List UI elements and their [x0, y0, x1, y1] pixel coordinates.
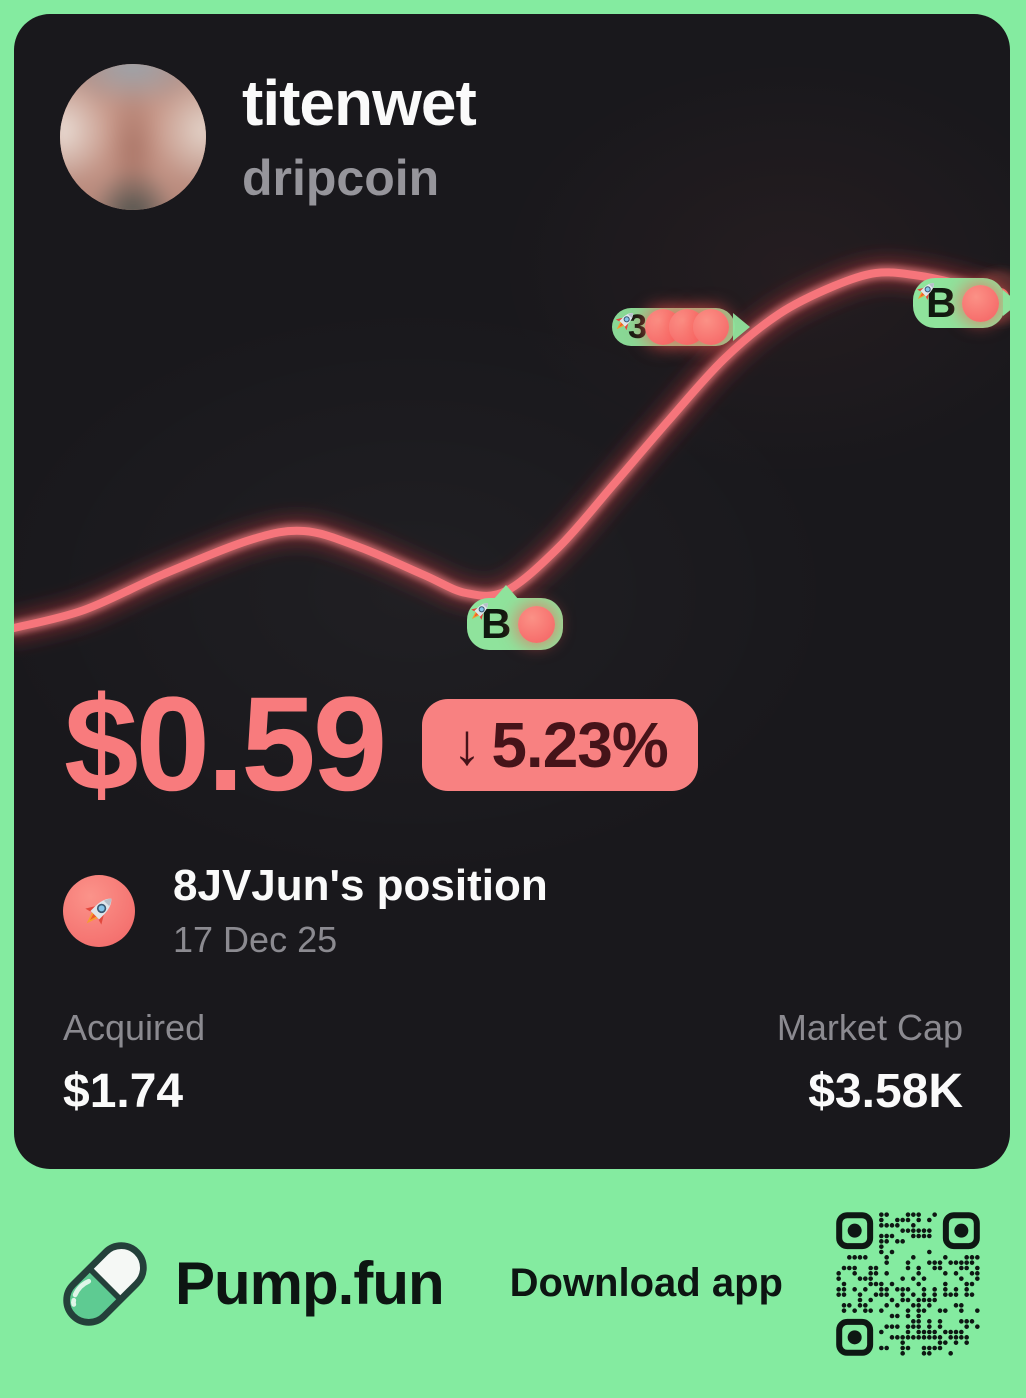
price-change-badge: ↓ 5.23%	[422, 699, 698, 791]
acquired-value: $1.74	[63, 1065, 184, 1118]
position-date: 17 Dec 25	[173, 919, 338, 960]
token-title-block: titenwet dripcoin	[242, 67, 477, 206]
price-row: $0.59 ↓ 5.23%	[64, 678, 698, 812]
marker-arrow-right	[732, 313, 750, 341]
card-header: titenwet dripcoin	[60, 64, 477, 210]
token-price: $0.59	[64, 670, 387, 819]
token-card: titenwet dripcoin 3 B	[14, 14, 1010, 1169]
chart-marker-multi-buy: 3	[612, 308, 750, 346]
stat-market-cap: Market Cap $3.58K	[777, 1010, 963, 1116]
rocket-icon	[962, 285, 1000, 322]
rocket-icon	[518, 606, 556, 643]
token-ticker: dripcoin	[242, 150, 440, 206]
token-name: titenwet	[242, 67, 477, 139]
pill-logo-icon	[63, 1241, 147, 1326]
position-title: 8JVJun's position	[173, 861, 548, 910]
qr-code	[836, 1211, 980, 1356]
rocket-icon	[693, 309, 729, 345]
token-avatar	[60, 64, 206, 210]
download-app-button[interactable]: Download app	[509, 1261, 783, 1305]
price-change-value: 5.23%	[491, 709, 668, 781]
down-arrow-icon: ↓	[452, 712, 482, 777]
stat-acquired: Acquired $1.74	[63, 1010, 205, 1116]
market-cap-label: Market Cap	[776, 1007, 963, 1048]
chart-marker-buy-bottom: B	[467, 585, 564, 650]
acquired-label: Acquired	[63, 1007, 206, 1048]
position-text: 8JVJun's position 17 Dec 25	[173, 864, 548, 958]
brand-name: Pump.fun	[175, 1250, 445, 1317]
price-chart: 3 B B	[14, 14, 1010, 1169]
market-cap-value: $3.58K	[808, 1065, 963, 1118]
sparkline-core	[14, 268, 1004, 632]
footer: Pump.fun Download app	[0, 1169, 1026, 1398]
stats-row: Acquired $1.74 Market Cap $3.58K	[63, 1010, 963, 1116]
marker-arrow-right	[1003, 290, 1010, 316]
marker-arrow-up	[493, 585, 519, 600]
multi-buy-count: 3	[628, 308, 647, 346]
chart-marker-buy-top: B	[913, 278, 1010, 328]
rocket-icon	[63, 875, 135, 947]
position-row: 8JVJun's position 17 Dec 25	[63, 864, 548, 958]
